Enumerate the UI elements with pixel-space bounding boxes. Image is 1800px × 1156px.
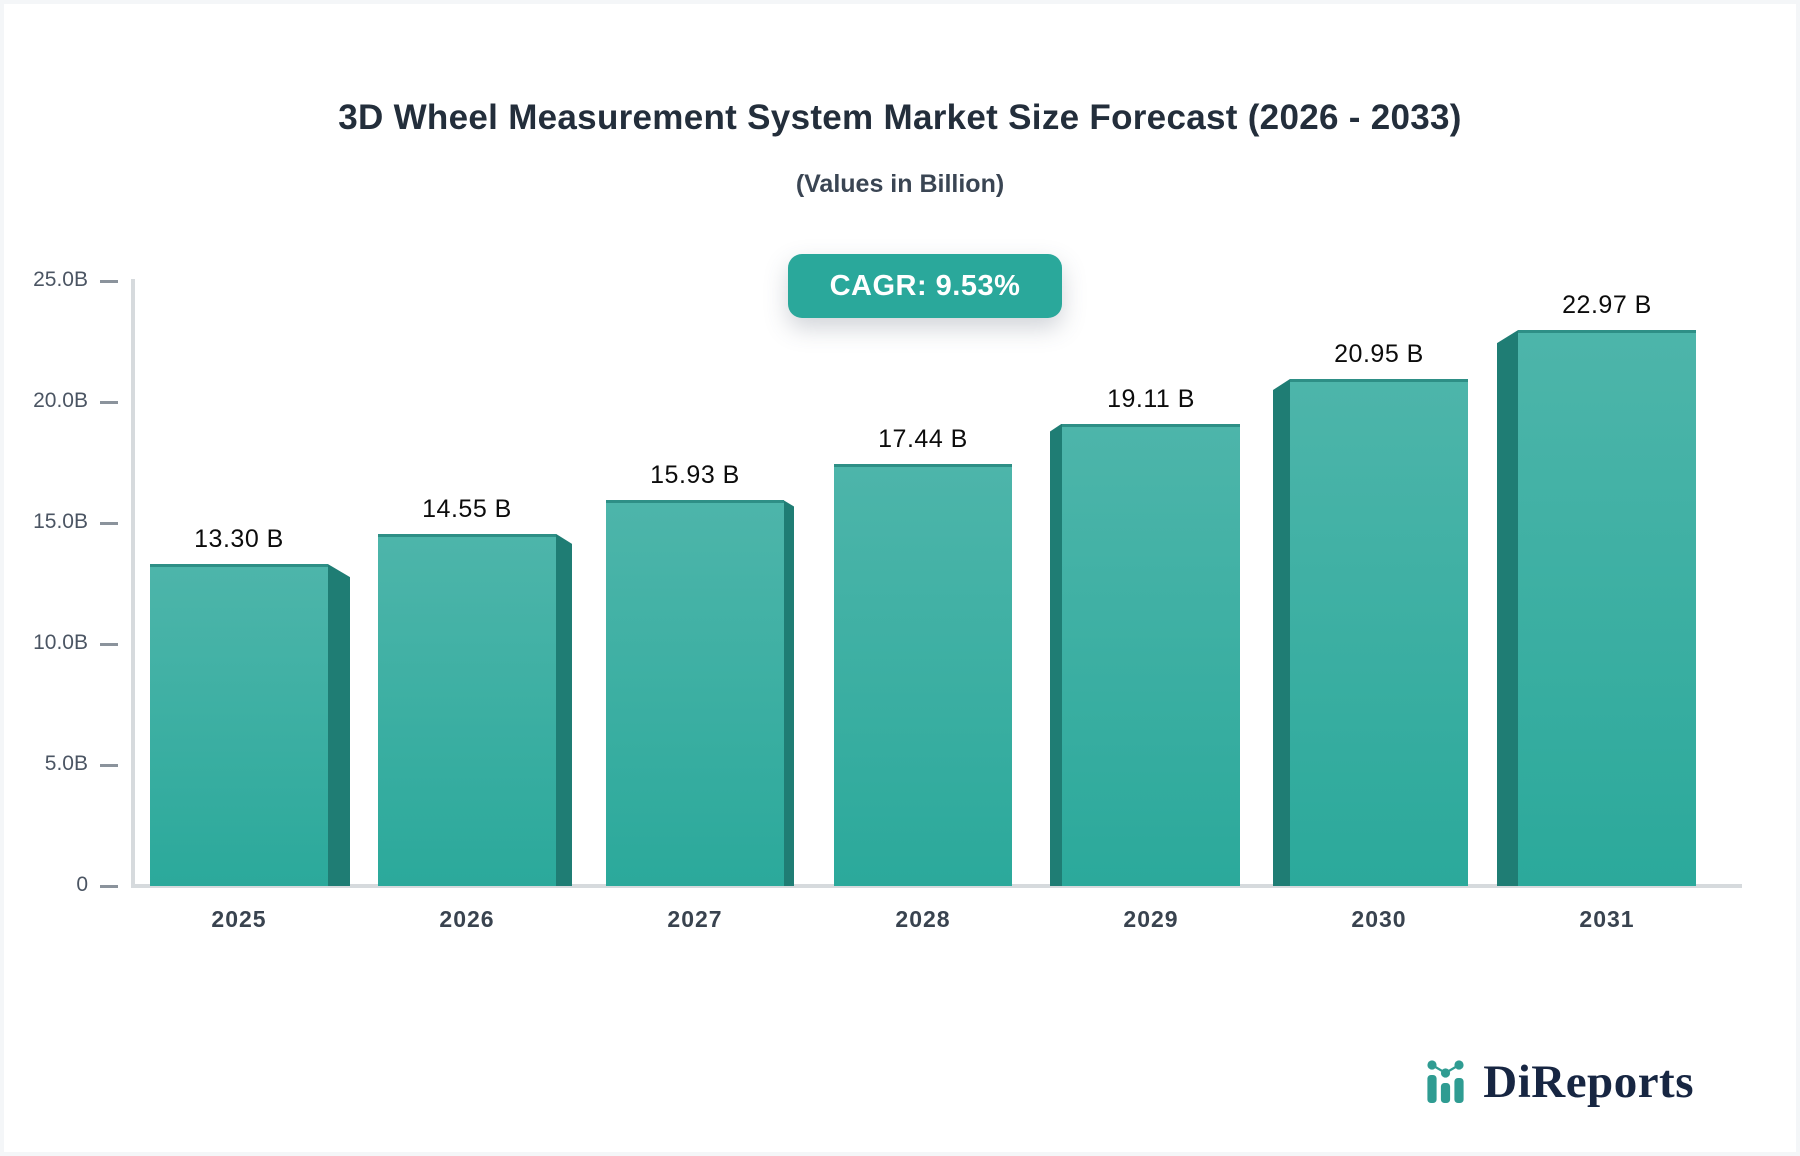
x-axis-label-2031: 2031 — [1579, 906, 1635, 932]
chart-subtitle: (Values in Billion) — [795, 170, 1005, 198]
bar-side-face-2031 — [1497, 330, 1518, 886]
bar-side-face-2026 — [556, 533, 572, 886]
bar-side-face-2029 — [1050, 423, 1062, 886]
y-axis-tick-label: 10.0B — [33, 631, 88, 654]
y-axis-tick-dash — [100, 642, 118, 646]
bar-value-label: 13.30 B — [194, 525, 284, 554]
y-axis-tick-dash — [100, 521, 118, 525]
bar-2026 — [378, 533, 556, 886]
bar-value-label: 22.97 B — [1562, 291, 1652, 320]
bar-value-label: 17.44 B — [878, 424, 968, 453]
bar-side-face-2030 — [1273, 379, 1290, 886]
bar-2030 — [1290, 379, 1468, 886]
y-axis-tick-dash — [100, 884, 118, 888]
x-axis-label-2029: 2029 — [1123, 906, 1179, 932]
x-axis-label-2025: 2025 — [211, 906, 267, 932]
bar-2027 — [606, 500, 784, 886]
x-axis-label-2030: 2030 — [1351, 906, 1407, 932]
bar-value-label: 15.93 B — [650, 461, 740, 490]
y-axis-tick-dash — [100, 400, 118, 404]
y-axis-tick-label: 5.0B — [44, 752, 88, 775]
y-axis-tick-dash — [100, 279, 118, 283]
bar-2031 — [1518, 330, 1696, 886]
bar-value-label: 19.11 B — [1107, 384, 1195, 413]
y-axis-tick-label: 15.0B — [33, 510, 88, 533]
y-axis-tick-dash — [100, 763, 118, 767]
bar-2028 — [834, 463, 1012, 886]
brand-logo: DiReports — [1425, 1057, 1694, 1106]
direports-logo-icon — [1427, 1060, 1464, 1103]
x-axis-label-2027: 2027 — [667, 906, 723, 932]
bar-side-face-2025 — [328, 564, 350, 886]
y-axis-line — [131, 279, 135, 888]
bar-value-label: 14.55 B — [422, 494, 512, 523]
y-axis-tick-label: 25.0B — [33, 268, 88, 291]
chart-title: 3D Wheel Measurement System Market Size … — [338, 98, 1462, 137]
bar-value-label: 20.95 B — [1334, 340, 1424, 368]
y-axis-tick-label: 20.0B — [33, 389, 88, 412]
y-axis-tick-label: 0 — [76, 873, 88, 896]
x-axis-line — [131, 884, 1742, 888]
x-axis-label-2028: 2028 — [895, 906, 951, 932]
bar-side-face-2027 — [784, 500, 794, 886]
brand-name: DiReports — [1483, 1056, 1694, 1108]
bar-2025 — [150, 564, 328, 886]
cagr-badge: CAGR: 9.53% — [788, 254, 1062, 318]
bar-2029 — [1062, 423, 1240, 886]
x-axis-label-2026: 2026 — [439, 906, 495, 932]
